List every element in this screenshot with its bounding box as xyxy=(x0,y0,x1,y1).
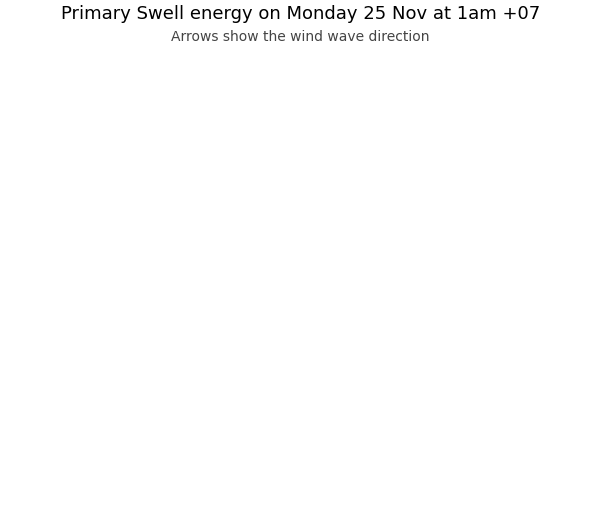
Text: Primary Swell energy on Monday 25 Nov at 1am +07: Primary Swell energy on Monday 25 Nov at… xyxy=(61,5,540,23)
Text: Arrows show the wind wave direction: Arrows show the wind wave direction xyxy=(171,30,430,44)
Text: cartopy required: cartopy required xyxy=(219,269,382,288)
